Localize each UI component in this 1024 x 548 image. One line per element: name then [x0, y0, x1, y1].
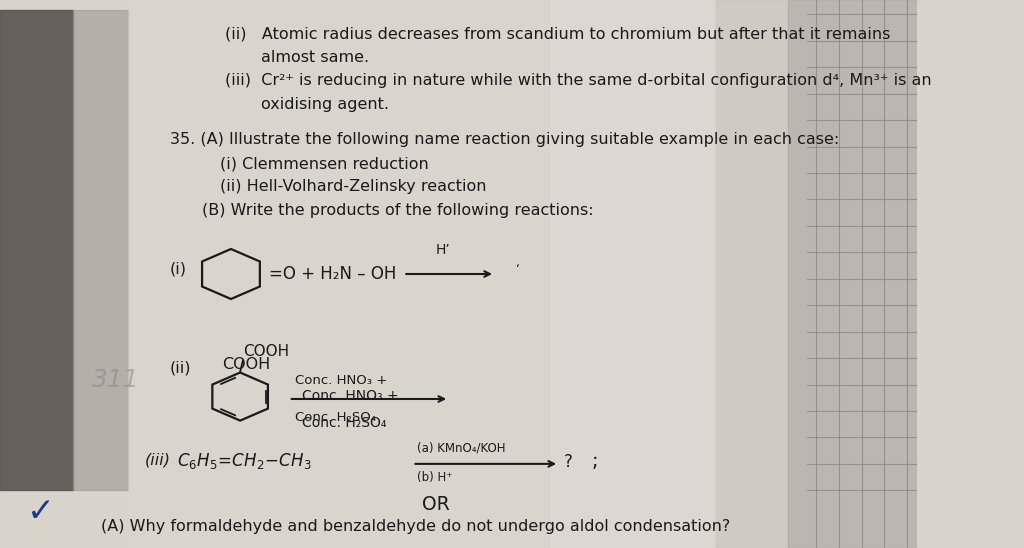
Text: Conc. H₂SO₄: Conc. H₂SO₄: [295, 411, 376, 424]
Text: (ii): (ii): [170, 361, 191, 375]
Text: (a) KMnO₄/KOH: (a) KMnO₄/KOH: [417, 441, 506, 454]
Text: ?: ?: [563, 453, 572, 471]
Text: (iii): (iii): [144, 453, 171, 468]
Text: almost same.: almost same.: [261, 50, 370, 65]
Text: =O + H₂N – OH: =O + H₂N – OH: [269, 265, 396, 283]
Text: 35. (A) Illustrate the following name reaction giving suitable example in each c: 35. (A) Illustrate the following name re…: [170, 132, 839, 147]
Text: (B) Write the products of the following reactions:: (B) Write the products of the following …: [202, 203, 593, 218]
Text: ✓: ✓: [28, 495, 55, 528]
Text: (A) Why formaldehyde and benzaldehyde do not undergo aldol condensation?: (A) Why formaldehyde and benzaldehyde do…: [100, 519, 730, 534]
Text: COOH: COOH: [222, 357, 270, 372]
Text: (b) H⁺: (b) H⁺: [417, 471, 453, 484]
Text: (i): (i): [170, 262, 186, 277]
Text: (ii)   Atomic radius decreases from scandium to chromium but after that it remai: (ii) Atomic radius decreases from scandi…: [224, 26, 890, 42]
Text: (iii)  Cr²⁺ is reducing in nature while with the same d-orbital configuration d⁴: (iii) Cr²⁺ is reducing in nature while w…: [224, 73, 931, 88]
Text: Conc. HNO₃ +: Conc. HNO₃ +: [302, 390, 399, 403]
Text: 311: 311: [92, 368, 139, 392]
Text: COOH: COOH: [243, 344, 289, 359]
Text: $C_6H_5\!=\!CH_2\!-\!CH_3$: $C_6H_5\!=\!CH_2\!-\!CH_3$: [177, 451, 311, 471]
Text: H’: H’: [435, 243, 451, 257]
Text: ;: ;: [591, 452, 598, 471]
Text: OR: OR: [422, 495, 450, 514]
Text: Conc. H₂SO₄: Conc. H₂SO₄: [302, 416, 387, 430]
Text: ‘: ‘: [516, 262, 520, 276]
Text: Conc. HNO₃ +: Conc. HNO₃ +: [295, 374, 387, 387]
Text: (i) Clemmensen reduction: (i) Clemmensen reduction: [220, 156, 429, 171]
Text: (ii) Hell-Volhard-Zelinsky reaction: (ii) Hell-Volhard-Zelinsky reaction: [220, 179, 486, 194]
Text: oxidising agent.: oxidising agent.: [261, 97, 389, 112]
